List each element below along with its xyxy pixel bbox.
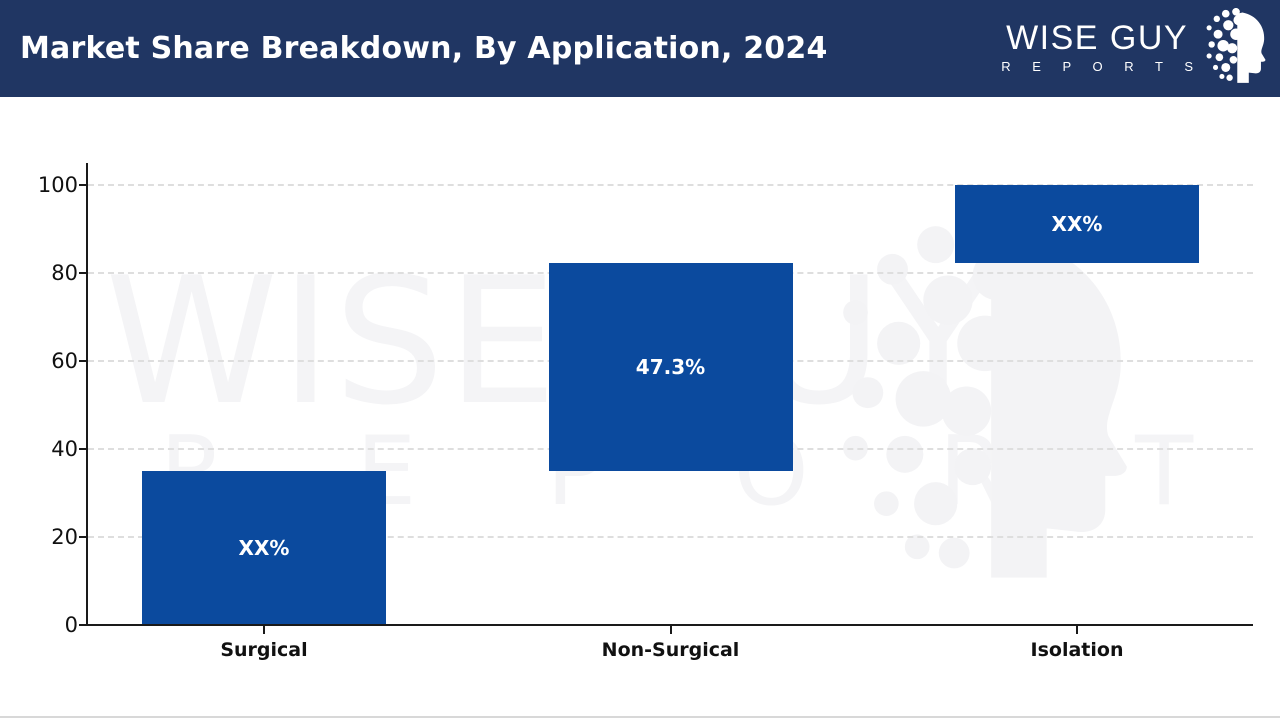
- y-tick-20: [79, 536, 87, 538]
- y-axis-line: [86, 163, 88, 626]
- header-bar: Market Share Breakdown, By Application, …: [0, 0, 1280, 97]
- y-tick-label-20: 20: [51, 525, 78, 549]
- y-tick-60: [79, 360, 87, 362]
- y-tick-80: [79, 272, 87, 274]
- brand-reports-text: R E P O R T S: [1001, 58, 1202, 74]
- gridline-20: [88, 536, 1253, 538]
- y-tick-0: [79, 624, 87, 626]
- bar-surgical: XX%: [142, 471, 386, 625]
- y-tick-label-80: 80: [51, 261, 78, 285]
- x-tick-non-surgical: [669, 626, 672, 634]
- x-axis-line: [86, 624, 1253, 626]
- chart-title: Market Share Breakdown, By Application, …: [20, 31, 828, 66]
- bar-non-surgical: 47.3%: [548, 262, 793, 471]
- brand-head-icon: [1206, 8, 1266, 83]
- y-tick-100: [79, 184, 87, 186]
- x-tick-surgical: [263, 626, 265, 634]
- brand-logo: WISE GUY R E P O R T S: [992, 8, 1268, 86]
- watermark-head-icon: [843, 220, 1127, 578]
- x-category-label-isolation: Isolation: [1030, 639, 1124, 661]
- brand-logo-text: WISE GUY R E P O R T S: [992, 21, 1202, 74]
- bar-value-label-surgical: XX%: [238, 536, 290, 560]
- y-tick-40: [79, 448, 87, 450]
- gridline-100: [88, 184, 1253, 186]
- y-tick-label-60: 60: [51, 349, 78, 373]
- x-category-label-surgical: Surgical: [220, 639, 308, 661]
- y-tick-label-40: 40: [51, 437, 78, 461]
- brand-wordmark: WISE GUY: [1006, 18, 1189, 57]
- bar-isolation: XX%: [955, 185, 1199, 263]
- y-tick-label-100: 100: [37, 173, 78, 197]
- bar-value-label-non-surgical: 47.3%: [635, 354, 706, 379]
- bottom-border-line: [0, 716, 1280, 718]
- y-tick-label-0: 0: [64, 613, 78, 637]
- x-category-label-non-surgical: Non-Surgical: [601, 639, 740, 661]
- x-tick-isolation: [1076, 626, 1078, 634]
- bar-value-label-isolation: XX%: [1051, 211, 1103, 236]
